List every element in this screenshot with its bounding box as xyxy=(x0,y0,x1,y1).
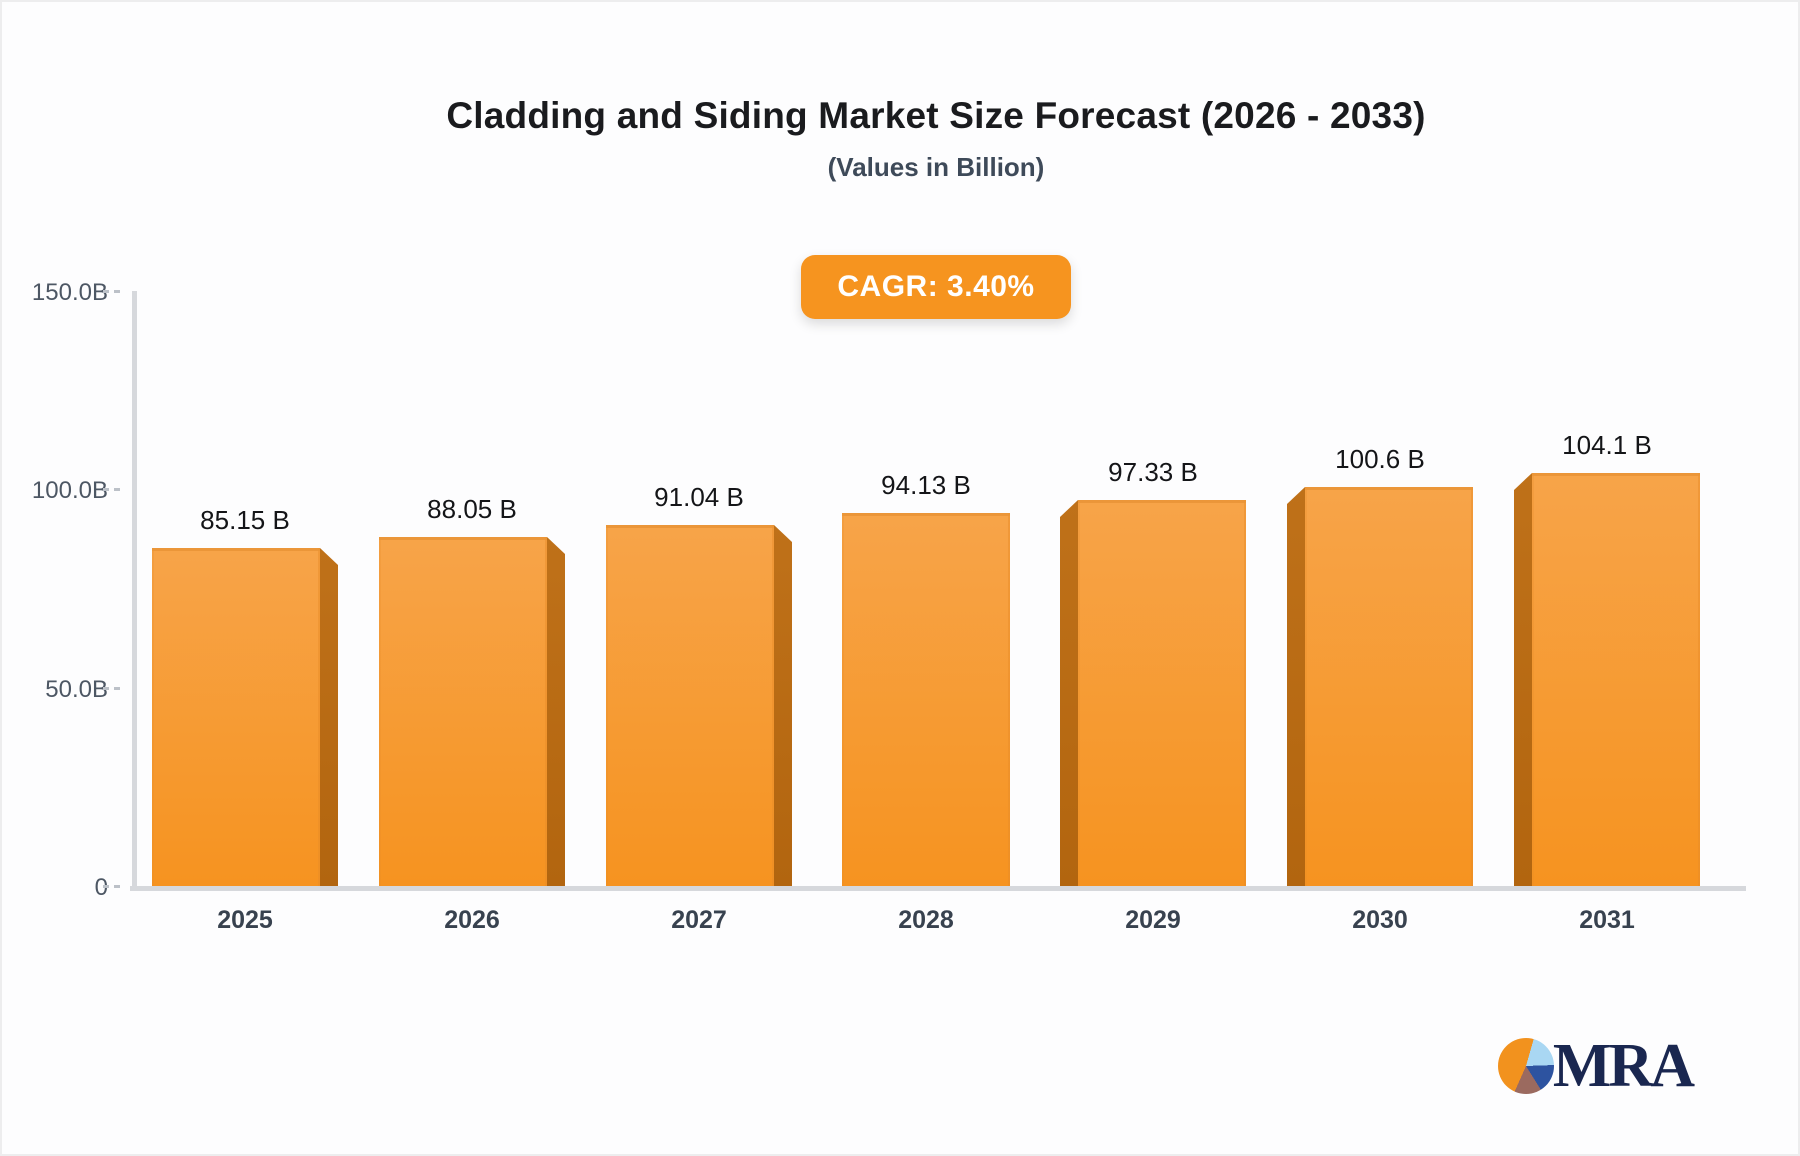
y-axis-tick-mark xyxy=(103,686,120,690)
x-axis-baseline xyxy=(130,886,1746,891)
bar-face-2026 xyxy=(379,537,547,886)
bar-face-2025 xyxy=(152,548,320,886)
y-axis-tick-label: 150.0B xyxy=(31,279,108,306)
bar-face-2028 xyxy=(842,513,1010,886)
x-axis-label-2025: 2025 xyxy=(217,906,273,934)
bar-2025 xyxy=(152,548,338,886)
pie-chart-logo-icon xyxy=(1497,1038,1554,1094)
bar-value-label-2031: 104.1 B xyxy=(1562,430,1652,460)
bar-2028 xyxy=(833,513,1019,886)
bar-2031 xyxy=(1514,473,1700,886)
bar-face-2031 xyxy=(1532,473,1700,886)
bar-3d-side-2026 xyxy=(547,537,565,886)
bar-value-label-2026: 88.05 B xyxy=(427,494,517,524)
x-axis-label-2026: 2026 xyxy=(444,906,500,934)
y-axis-line xyxy=(132,291,137,886)
bar-3d-side-2029 xyxy=(1060,500,1078,886)
chart-subtitle: (Values in Billion) xyxy=(827,152,1045,182)
brand-logo: MRA xyxy=(1497,1032,1695,1100)
bar-2026 xyxy=(379,537,565,886)
bar-value-label-2030: 100.6 B xyxy=(1335,444,1425,474)
x-axis-label-2031: 2031 xyxy=(1579,906,1635,934)
y-axis-tick-mark xyxy=(103,885,120,888)
y-axis-tick-label: 50.0B xyxy=(45,675,108,703)
cagr-badge-row: CAGR: 3.40% xyxy=(132,255,1740,319)
x-axis-label-2029: 2029 xyxy=(1125,906,1181,934)
x-axis-label-2028: 2028 xyxy=(898,906,954,934)
bar-value-label-2025: 85.15 B xyxy=(200,505,290,535)
x-axis-label-2027: 2027 xyxy=(671,906,727,934)
bar-3d-side-2027 xyxy=(774,525,792,886)
bar-face-2030 xyxy=(1305,487,1473,886)
y-axis-tick-label: 100.0B xyxy=(31,477,108,505)
x-axis-label-2030: 2030 xyxy=(1352,906,1408,934)
chart-header: Cladding and Siding Market Size Forecast… xyxy=(132,94,1740,183)
y-axis-tick-mark xyxy=(103,290,120,293)
cagr-badge: CAGR: 3.40% xyxy=(801,255,1071,319)
bar-value-label-2028: 94.13 B xyxy=(881,470,971,500)
bar-face-2027 xyxy=(606,525,774,886)
chart-title: Cladding and Siding Market Size Forecast… xyxy=(446,95,1426,136)
brand-logo-text: MRA xyxy=(1552,1032,1695,1100)
bar-value-label-2029: 97.33 B xyxy=(1108,457,1198,487)
bar-face-2029 xyxy=(1078,500,1246,886)
bar-3d-side-2030 xyxy=(1287,487,1305,886)
y-axis-tick-mark xyxy=(103,488,120,492)
bar-2030 xyxy=(1287,487,1473,886)
bar-value-label-2027: 91.04 B xyxy=(654,482,744,512)
y-axis-tick-label: 0 xyxy=(94,874,108,901)
bar-2029 xyxy=(1060,500,1246,886)
bar-3d-side-2025 xyxy=(320,548,338,886)
bar-2027 xyxy=(606,525,792,886)
bar-3d-side-2031 xyxy=(1514,473,1532,886)
